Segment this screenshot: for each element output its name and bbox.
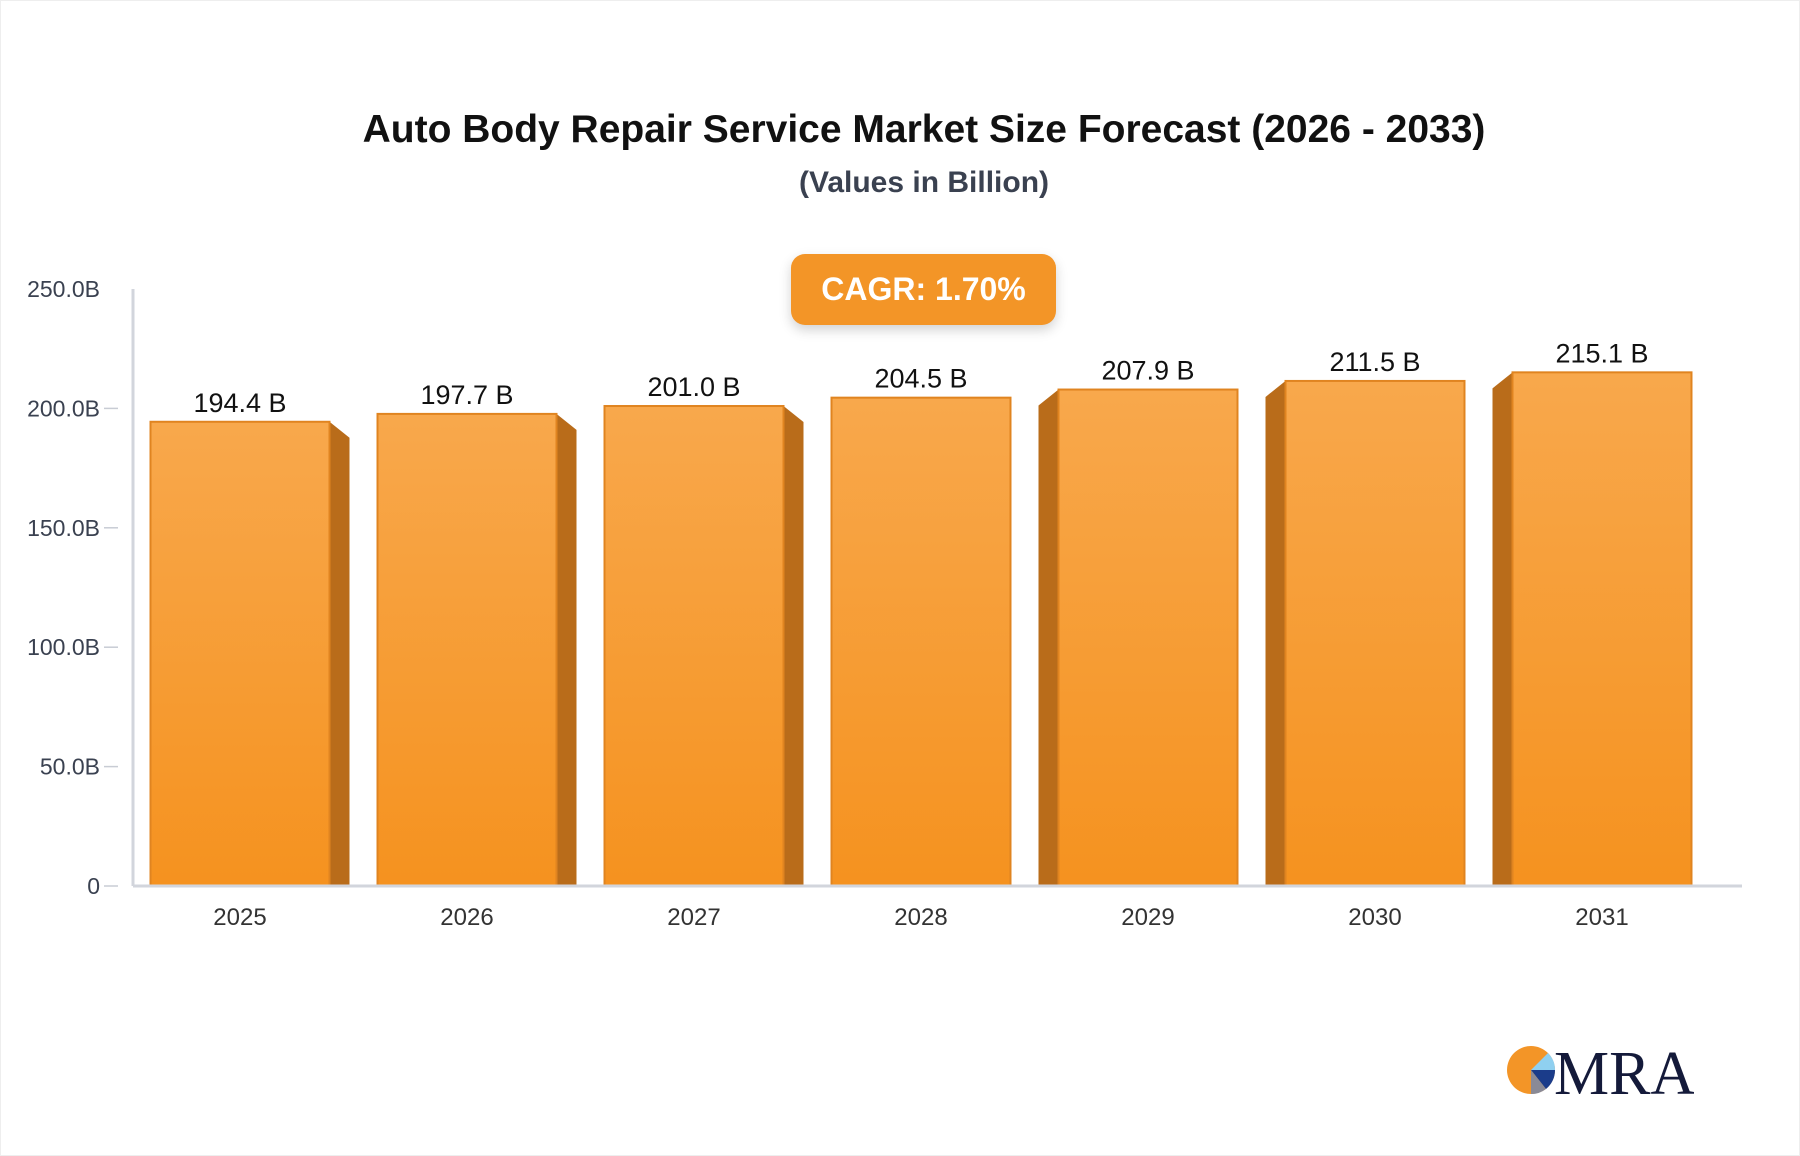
value-label: 215.1 B [1555, 338, 1648, 368]
value-label: 211.5 B [1329, 347, 1420, 377]
bar [376, 412, 558, 887]
x-tick-label: 2025 [213, 904, 266, 931]
y-tick-label: 0 [87, 873, 100, 899]
bar [603, 405, 785, 887]
bar [149, 420, 331, 887]
chart-subtitle: (Values in Billion) [798, 166, 1050, 199]
bar-side [329, 421, 350, 886]
x-tick-label: 2031 [1575, 904, 1628, 931]
bar-side [1265, 380, 1286, 886]
cagr-badge: CAGR: 1.70% [791, 254, 1056, 325]
bar [1511, 371, 1693, 887]
value-label: 194.4 B [193, 388, 286, 418]
bar-side [783, 406, 804, 886]
value-label: 207.9 B [1101, 356, 1194, 386]
value-label: 201.0 B [647, 372, 740, 402]
bar [1057, 388, 1239, 887]
x-tick-label: 2029 [1121, 904, 1174, 931]
y-tick-label: 50.0B [40, 754, 100, 780]
bar-side [1492, 372, 1513, 886]
x-tick-label: 2026 [440, 904, 493, 931]
y-tick-label: 250.0B [27, 276, 100, 302]
x-tick-label: 2028 [894, 904, 947, 931]
value-label: 204.5 B [874, 364, 967, 394]
bar-side [1038, 389, 1059, 886]
y-tick-label: 200.0B [27, 395, 100, 421]
value-label: 197.7 B [420, 380, 513, 410]
y-tick-label: 100.0B [27, 634, 100, 660]
svg-text:MRA: MRA [1554, 1040, 1694, 1100]
chart-title: Auto Body Repair Service Market Size For… [362, 108, 1486, 151]
bar [1284, 379, 1466, 887]
x-tick-label: 2030 [1348, 904, 1401, 931]
bar-side [556, 413, 577, 886]
bar [830, 396, 1012, 887]
x-tick-label: 2027 [667, 904, 720, 931]
mra-logo: MRA [1507, 1040, 1694, 1100]
y-tick-label: 150.0B [27, 515, 100, 541]
